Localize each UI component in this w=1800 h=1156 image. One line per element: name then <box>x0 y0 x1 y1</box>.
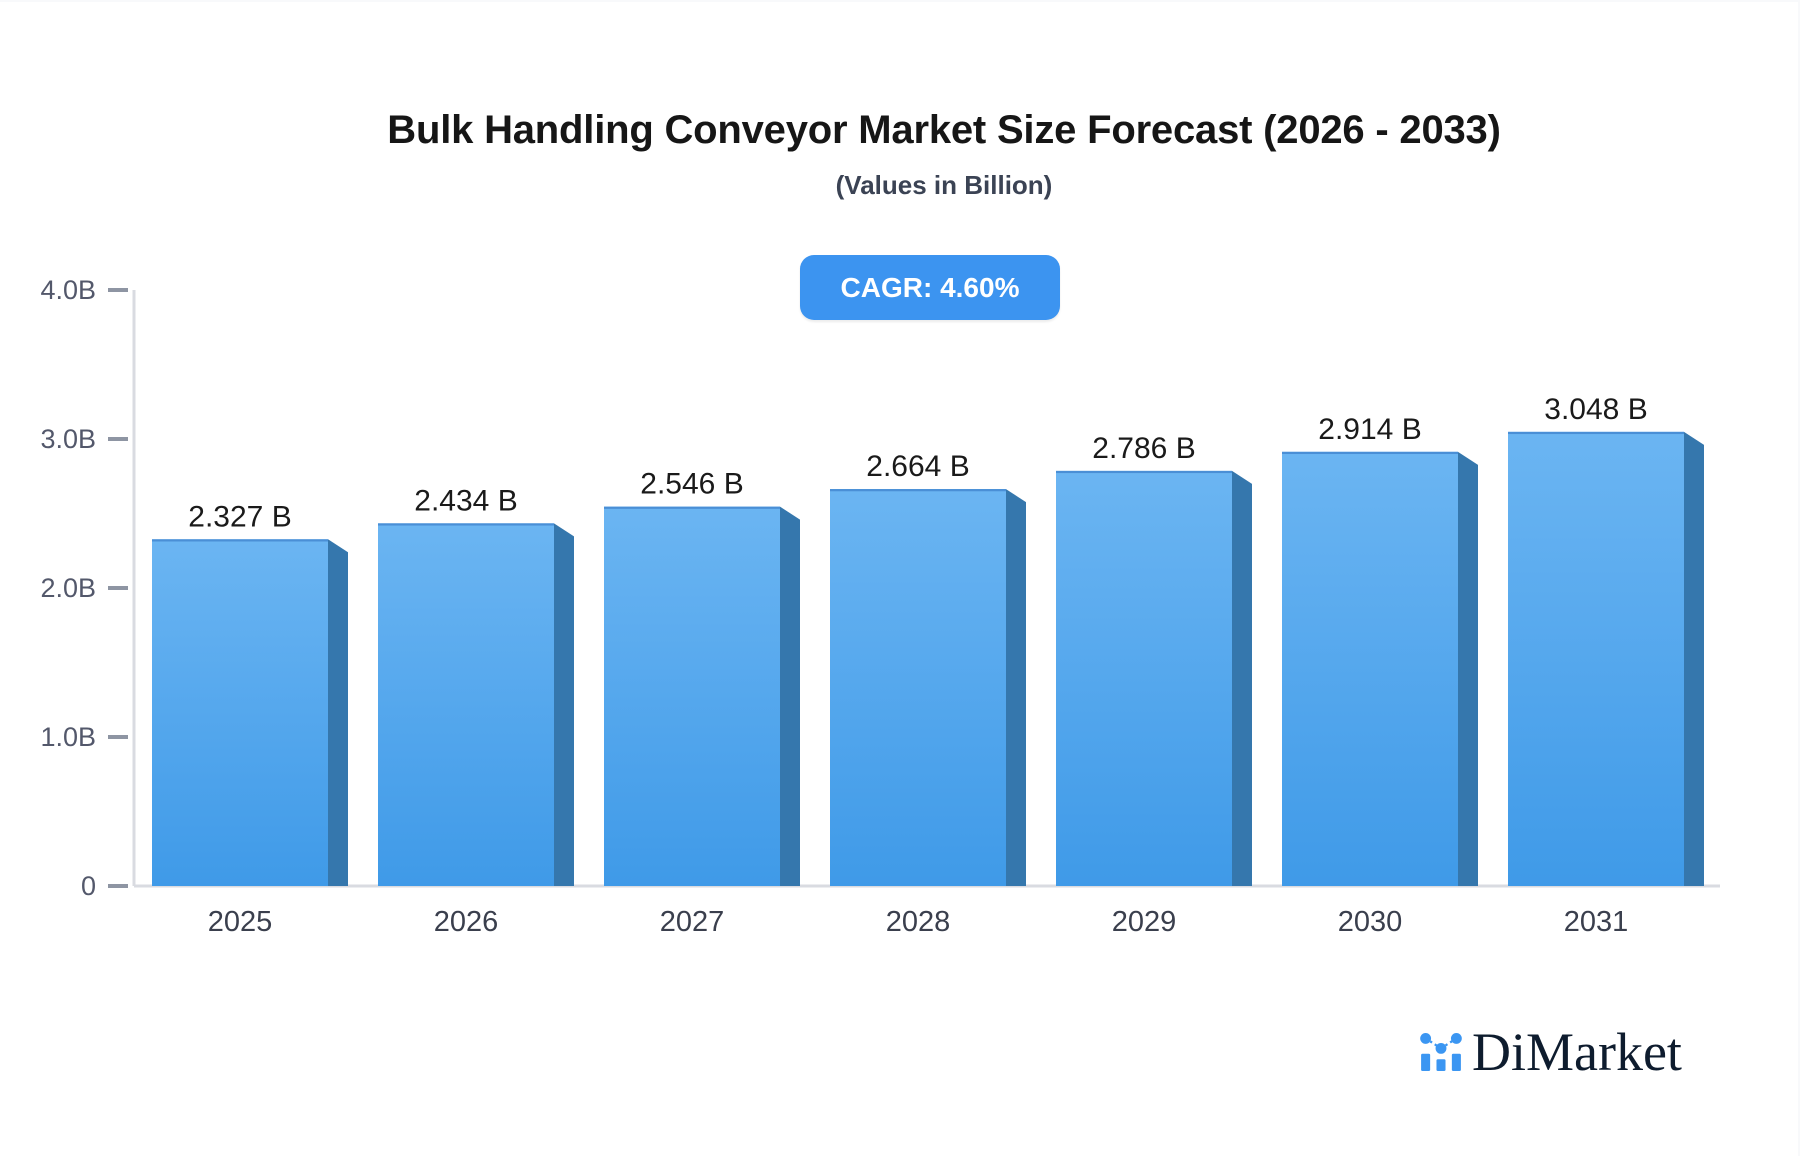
svg-text:2030: 2030 <box>1338 906 1403 938</box>
svg-text:2.327 B: 2.327 B <box>188 500 291 533</box>
svg-text:2025: 2025 <box>208 906 273 938</box>
svg-text:3.048 B: 3.048 B <box>1544 393 1647 426</box>
svg-text:2029: 2029 <box>1112 906 1177 938</box>
svg-text:2027: 2027 <box>660 906 725 938</box>
svg-text:2.0B: 2.0B <box>40 573 96 603</box>
svg-text:3.0B: 3.0B <box>40 424 96 454</box>
svg-text:2026: 2026 <box>434 906 499 938</box>
svg-text:4.0B: 4.0B <box>40 275 96 305</box>
svg-text:2031: 2031 <box>1564 906 1629 938</box>
svg-text:2.434 B: 2.434 B <box>414 484 517 517</box>
svg-text:0: 0 <box>81 871 96 901</box>
svg-text:2.914 B: 2.914 B <box>1318 413 1421 446</box>
svg-text:2028: 2028 <box>886 906 951 938</box>
svg-text:2.786 B: 2.786 B <box>1092 432 1195 465</box>
svg-text:2.664 B: 2.664 B <box>866 450 969 483</box>
svg-text:1.0B: 1.0B <box>40 722 96 752</box>
svg-text:2.546 B: 2.546 B <box>640 468 743 501</box>
